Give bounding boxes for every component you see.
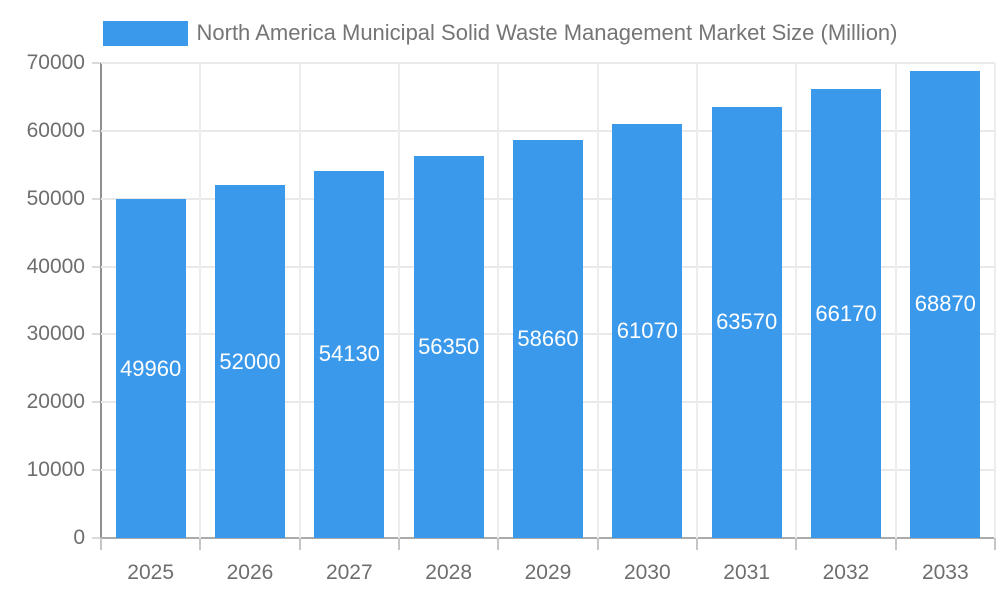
y-tick	[92, 537, 101, 539]
y-tick-label: 10000	[26, 458, 85, 482]
y-tick-label: 0	[73, 526, 85, 549]
v-gridline	[795, 63, 798, 538]
y-tick	[92, 265, 101, 268]
x-tick-label: 2028	[425, 561, 473, 584]
bar-value-label: 58660	[517, 325, 579, 351]
y-tick	[92, 197, 101, 200]
y-tick-label: 30000	[26, 322, 85, 346]
bar: 61070	[612, 123, 683, 538]
bar: 56350	[413, 155, 484, 538]
bar: 66170	[811, 89, 881, 538]
y-tick-label: 60000	[26, 118, 85, 142]
y-tick	[92, 469, 101, 472]
legend-label: North America Municipal Solid Waste Mana…	[196, 20, 898, 45]
y-tick-label: 70000	[26, 51, 85, 74]
x-tick	[795, 538, 798, 550]
bar: 63570	[711, 106, 782, 538]
x-tick	[497, 538, 500, 550]
bar: 52000	[215, 185, 285, 538]
x-tick	[994, 538, 996, 550]
x-tick-label: 2027	[325, 561, 373, 584]
y-axis: 0 10000 20000 30000 40000 50000 60000 70000	[0, 0, 101, 600]
legend-item[interactable]: North America Municipal Solid Waste Mana…	[102, 20, 898, 46]
x-axis-ticks	[100, 538, 996, 550]
v-gridline	[994, 63, 996, 538]
x-tick	[100, 538, 102, 550]
v-gridline	[894, 63, 897, 538]
v-gridline	[596, 63, 599, 538]
bar-value-label: 68870	[914, 291, 976, 317]
y-tick	[92, 62, 101, 64]
v-gridline	[497, 63, 500, 538]
bar: 58660	[513, 139, 583, 538]
y-tick-label: 50000	[26, 186, 85, 210]
bar-value-label: 61070	[616, 317, 678, 343]
x-tick-label: 2029	[524, 561, 572, 584]
v-gridline	[398, 63, 400, 538]
x-tick-label: 2031	[723, 561, 771, 584]
y-tick-label: 20000	[26, 390, 85, 414]
y-tick	[92, 333, 101, 336]
x-axis-line	[100, 537, 996, 539]
x-tick-label: 2026	[226, 561, 274, 584]
x-tick-label: 2032	[822, 561, 870, 584]
x-axis: 2025 2026 2027 2028 2029 2030 2031 2032 2033	[101, 560, 995, 590]
legend: North America Municipal Solid Waste Mana…	[0, 20, 1000, 46]
bar-value-label: 66170	[815, 300, 877, 326]
bar: 49960	[115, 199, 186, 538]
y-axis-line	[100, 63, 102, 549]
bar-value-label: 54130	[318, 341, 380, 367]
bar: 54130	[314, 170, 385, 538]
h-gridline	[101, 129, 995, 132]
bar-value-label: 56350	[418, 333, 480, 359]
x-tick-label: 2033	[921, 561, 969, 584]
bar: 68870	[910, 70, 981, 538]
v-gridline	[696, 63, 698, 538]
v-gridline	[298, 63, 301, 538]
y-tick-label: 40000	[26, 254, 85, 278]
plot-area: 49960 52000 54130 56350 58660 61070 63570 66170…	[100, 62, 996, 549]
x-tick	[894, 538, 897, 550]
x-tick	[298, 538, 301, 550]
legend-swatch	[102, 20, 188, 46]
x-tick	[199, 538, 202, 550]
y-tick	[92, 401, 101, 404]
x-tick-label: 2030	[623, 561, 671, 584]
bar-value-label: 63570	[716, 309, 778, 335]
x-tick	[398, 538, 400, 550]
x-tick	[696, 538, 698, 550]
x-tick	[596, 538, 599, 550]
h-gridline	[101, 62, 995, 64]
bar-value-label: 49960	[120, 355, 182, 381]
y-tick	[92, 129, 101, 132]
x-tick-label: 2025	[127, 561, 175, 584]
v-gridline	[199, 63, 202, 538]
bar-value-label: 52000	[219, 348, 281, 374]
